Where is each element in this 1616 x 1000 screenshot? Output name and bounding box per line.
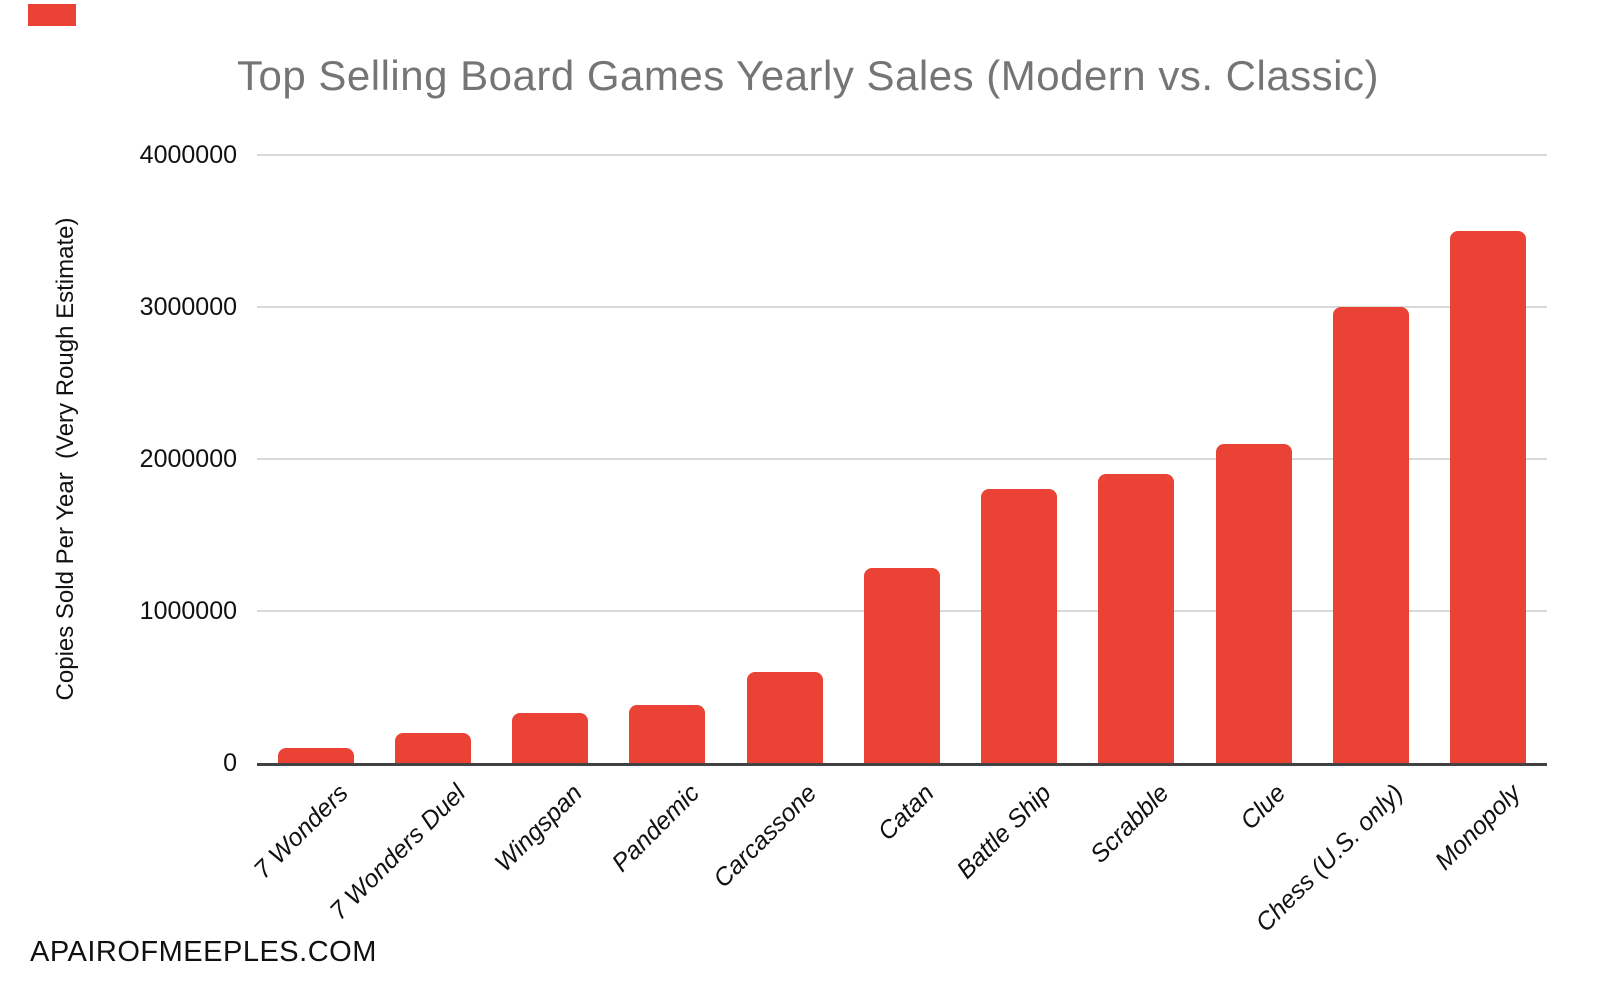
watermark-url: APAIROFMEEPLES.COM: [30, 936, 377, 968]
x-axis-label: Wingspan: [489, 779, 588, 878]
bar-scrabble: [1098, 474, 1175, 763]
y-tick-label: 3000000: [139, 293, 237, 321]
y-tick-label: 1000000: [139, 597, 237, 625]
bar-battle-ship: [981, 489, 1058, 763]
chart-title: Top Selling Board Games Yearly Sales (Mo…: [237, 52, 1379, 99]
bar-slot: 7 Wonders Duel: [324, 155, 491, 926]
bar-clue: [1215, 443, 1292, 763]
bar-slot: Catan: [843, 155, 960, 846]
x-axis-label: Monopoly: [1429, 779, 1527, 876]
bar-7-wonders-duel: [394, 732, 471, 763]
bar-slot: Clue: [1195, 155, 1312, 835]
bar-carcassone: [746, 671, 823, 763]
y-tick-label: 4000000: [139, 141, 237, 169]
x-axis-label: 7 Wonders: [248, 779, 354, 885]
x-axis-label: Battle Ship: [951, 779, 1058, 885]
x-axis-label: Scrabble: [1084, 779, 1175, 869]
gridline: [257, 458, 1547, 460]
bar-monopoly: [1450, 231, 1527, 763]
gridline: [257, 306, 1547, 308]
corner-red-marker: [28, 4, 76, 26]
bar-slot: Battle Ship: [952, 155, 1078, 884]
y-tick-label: 0: [223, 749, 237, 777]
bar-wingspan: [512, 712, 589, 763]
plot-area: 7 Wonders 7 Wonders Duel Wingspan Pandemic C…: [248, 154, 1547, 937]
gridline: [257, 154, 1547, 156]
bar-slot: Chess (U.S. only): [1251, 155, 1429, 937]
bar-slot: Scrabble: [1078, 155, 1195, 869]
x-axis-label: Carcassone: [708, 779, 823, 894]
bar-chess-u-s-only: [1333, 307, 1410, 763]
x-axis-label: Clue: [1235, 779, 1292, 836]
bar-slot: 7 Wonders: [248, 155, 374, 884]
bars-row: 7 Wonders 7 Wonders Duel Wingspan Pandemic C…: [248, 155, 1547, 937]
bar-slot: Pandemic: [607, 155, 726, 877]
bar-catan: [863, 568, 940, 763]
bar-7-wonders: [277, 747, 354, 763]
x-axis-label: Pandemic: [606, 779, 706, 878]
bar-slot: Carcassone: [708, 155, 843, 893]
bar-slot: Wingspan: [490, 155, 609, 877]
x-axis-label: Catan: [872, 779, 940, 846]
bar-pandemic: [629, 705, 706, 763]
y-tick-label: 2000000: [139, 445, 237, 473]
bar-slot: Monopoly: [1430, 155, 1547, 875]
